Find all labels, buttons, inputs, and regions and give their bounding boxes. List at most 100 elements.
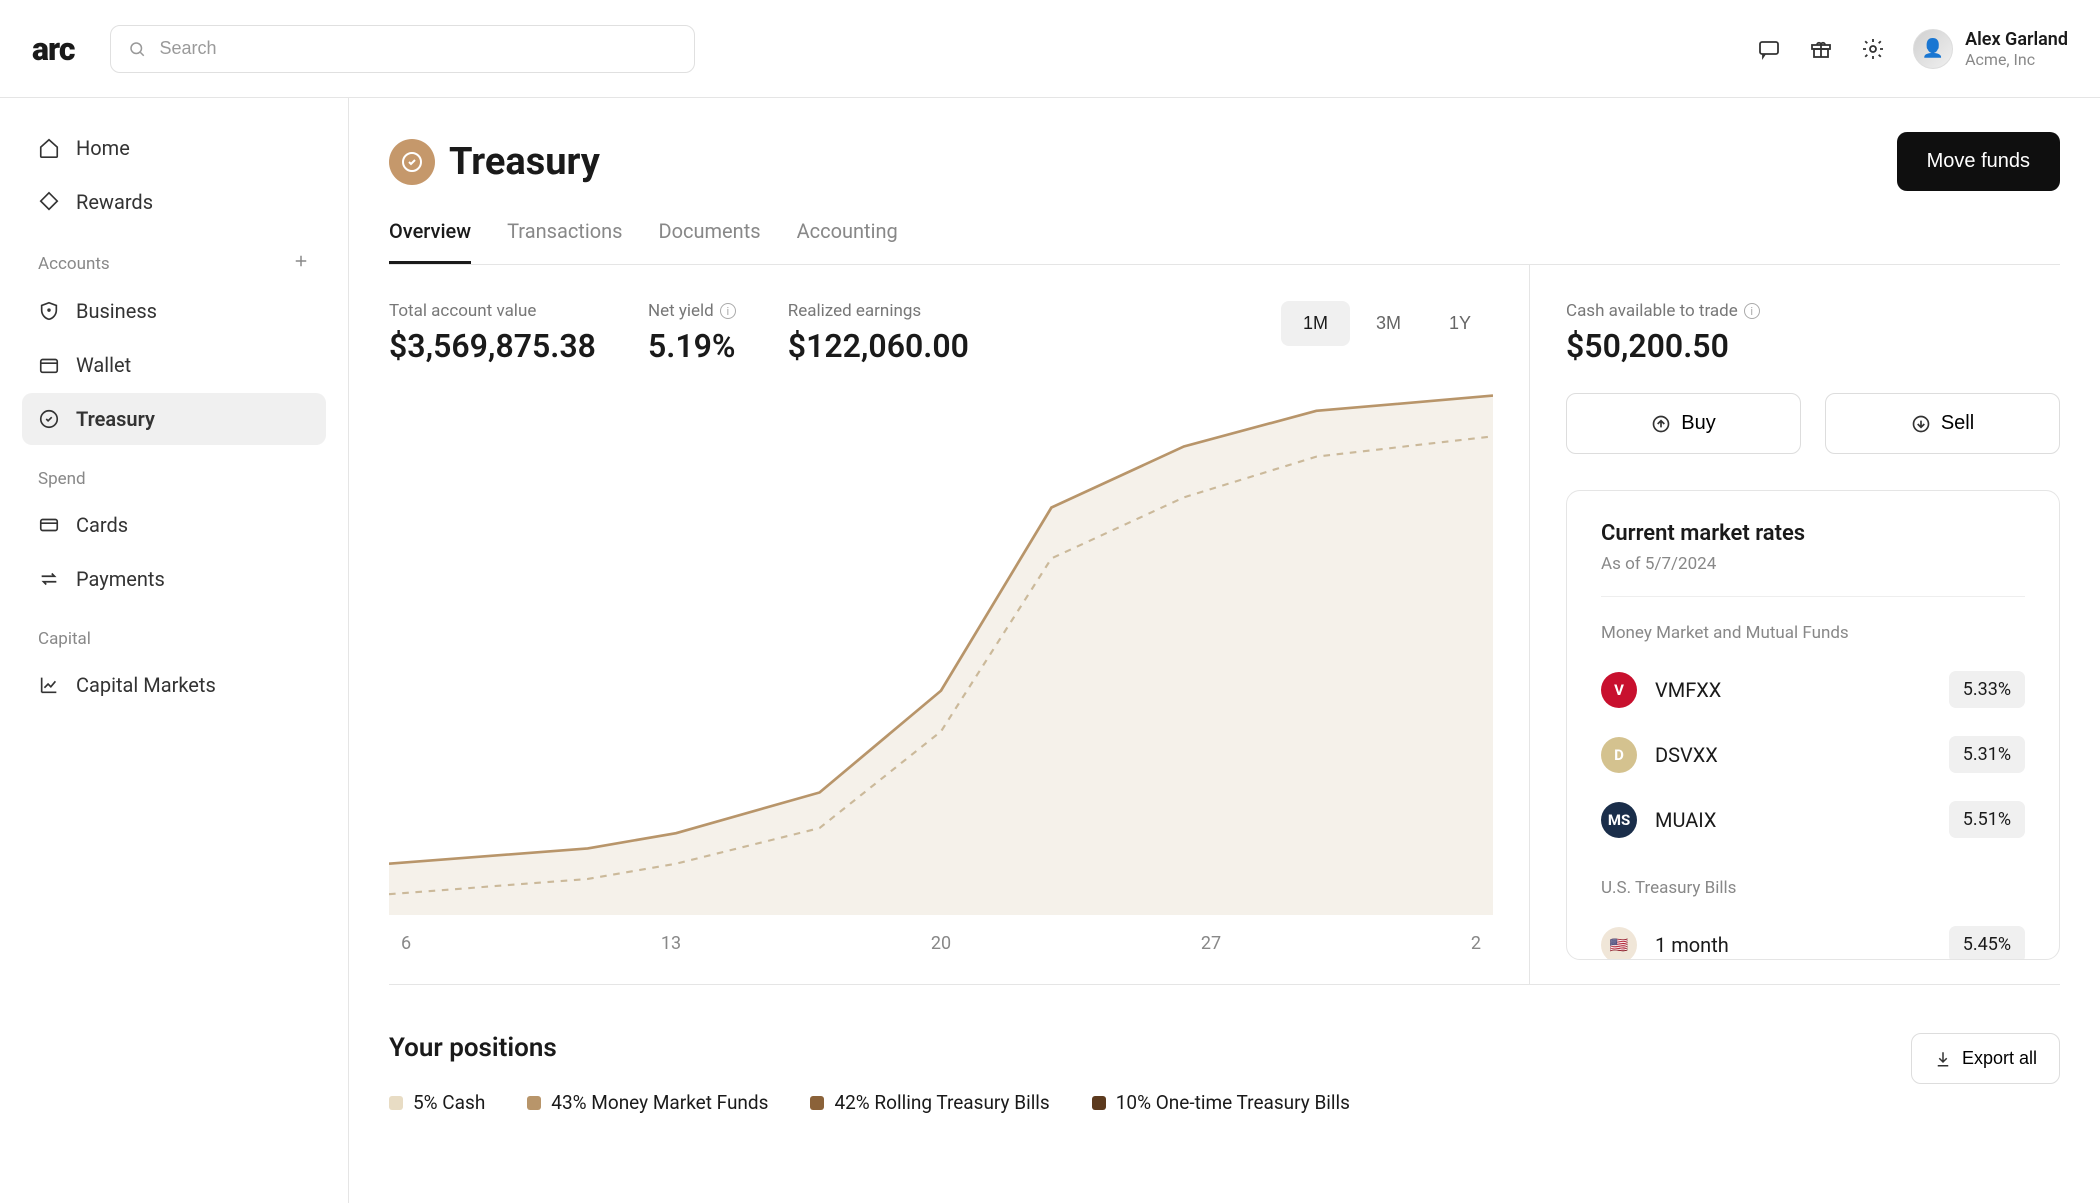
add-account-button[interactable]	[292, 252, 310, 275]
rate-row[interactable]: 🇺🇸1 month5.45%	[1601, 912, 2025, 960]
total-account-label: Total account value	[389, 301, 596, 321]
fund-symbol: VMFXX	[1655, 678, 1721, 702]
legend-swatch	[1092, 1096, 1106, 1110]
app-logo[interactable]: arc	[32, 30, 74, 68]
legend-swatch	[527, 1096, 541, 1110]
market-rates-card: Current market rates As of 5/7/2024 Mone…	[1566, 490, 2060, 960]
page-title: Treasury	[449, 140, 600, 184]
tab-overview[interactable]: Overview	[389, 219, 471, 264]
rate-row[interactable]: D DSVXX 5.31%	[1601, 722, 2025, 787]
target-icon	[38, 408, 60, 430]
legend-label: 42% Rolling Treasury Bills	[834, 1091, 1049, 1114]
sidebar-item-label: Home	[76, 136, 130, 160]
section-header-spend: Spend	[38, 469, 86, 489]
tabs: Overview Transactions Documents Accounti…	[389, 219, 2060, 265]
total-account-value: $3,569,875.38	[389, 327, 596, 365]
sell-icon	[1911, 414, 1931, 434]
earnings-value: $122,060.00	[788, 327, 969, 365]
fund-rate: 5.31%	[1949, 736, 2025, 773]
user-menu[interactable]: 👤 Alex Garland Acme, Inc	[1913, 29, 2068, 69]
sidebar-item-home[interactable]: Home	[22, 122, 326, 174]
user-name: Alex Garland	[1965, 29, 2068, 50]
sidebar-item-label: Payments	[76, 567, 165, 591]
rate-row[interactable]: MS MUAIX 5.51%	[1601, 787, 2025, 852]
x-label: 6	[401, 933, 411, 954]
tag-icon	[38, 191, 60, 213]
rates-mm-label: Money Market and Mutual Funds	[1601, 623, 2025, 643]
legend-item: 42% Rolling Treasury Bills	[810, 1091, 1049, 1114]
sidebar-item-treasury[interactable]: Treasury	[22, 393, 326, 445]
gift-icon[interactable]	[1809, 37, 1833, 61]
rate-row[interactable]: V VMFXX 5.33%	[1601, 657, 2025, 722]
legend-label: 10% One-time Treasury Bills	[1116, 1091, 1350, 1114]
fund-logo: D	[1601, 737, 1637, 773]
section-header-capital: Capital	[38, 629, 91, 649]
fund-symbol: MUAIX	[1655, 808, 1716, 832]
fund-logo: V	[1601, 672, 1637, 708]
tab-documents[interactable]: Documents	[658, 219, 760, 264]
sidebar-item-business[interactable]: Business	[22, 285, 326, 337]
x-label: 2	[1471, 933, 1481, 954]
user-company: Acme, Inc	[1965, 50, 2068, 69]
avatar: 👤	[1913, 29, 1953, 69]
legend-swatch	[810, 1096, 824, 1110]
earnings-label: Realized earnings	[788, 301, 969, 321]
range-3m[interactable]: 3M	[1354, 301, 1423, 346]
shield-icon	[38, 300, 60, 322]
positions-title: Your positions	[389, 1033, 1350, 1063]
cash-value: $50,200.50	[1566, 327, 2060, 365]
fund-rate: 5.45%	[1949, 926, 2025, 960]
sidebar-item-payments[interactable]: Payments	[22, 553, 326, 605]
sidebar-item-rewards[interactable]: Rewards	[22, 176, 326, 228]
sidebar-item-capital-markets[interactable]: Capital Markets	[22, 659, 326, 711]
wallet-icon	[38, 354, 60, 376]
net-yield-label: Net yield	[648, 301, 714, 321]
legend-swatch	[389, 1096, 403, 1110]
range-1m[interactable]: 1M	[1281, 301, 1350, 346]
sidebar-item-wallet[interactable]: Wallet	[22, 339, 326, 391]
legend-item: 43% Money Market Funds	[527, 1091, 768, 1114]
info-icon[interactable]: i	[1744, 303, 1760, 319]
export-all-button[interactable]: Export all	[1911, 1033, 2060, 1084]
home-icon	[38, 137, 60, 159]
buy-icon	[1651, 414, 1671, 434]
x-label: 20	[931, 933, 951, 954]
tab-accounting[interactable]: Accounting	[797, 219, 898, 264]
chat-icon[interactable]	[1757, 37, 1781, 61]
fund-rate: 5.51%	[1949, 801, 2025, 838]
fund-rate: 5.33%	[1949, 671, 2025, 708]
move-funds-button[interactable]: Move funds	[1897, 132, 2060, 191]
rates-date: As of 5/7/2024	[1601, 554, 2025, 597]
sidebar: Home Rewards Accounts Business Wallet Tr…	[0, 98, 349, 1203]
rates-title: Current market rates	[1601, 521, 2025, 546]
x-label: 13	[661, 933, 681, 954]
gear-icon[interactable]	[1861, 37, 1885, 61]
sidebar-item-label: Wallet	[76, 353, 131, 377]
section-header-accounts: Accounts	[38, 254, 110, 274]
treasury-page-icon	[389, 139, 435, 185]
x-label: 27	[1201, 933, 1221, 954]
download-icon	[1934, 1050, 1952, 1068]
sidebar-item-label: Cards	[76, 513, 128, 537]
fund-logo: MS	[1601, 802, 1637, 838]
fund-symbol: DSVXX	[1655, 743, 1718, 767]
card-icon	[38, 514, 60, 536]
buy-button[interactable]: Buy	[1566, 393, 1801, 454]
sidebar-item-label: Rewards	[76, 190, 153, 214]
sell-button[interactable]: Sell	[1825, 393, 2060, 454]
legend-item: 10% One-time Treasury Bills	[1092, 1091, 1350, 1114]
search-input[interactable]	[110, 25, 695, 73]
rates-tbills-label: U.S. Treasury Bills	[1601, 878, 2025, 898]
tab-transactions[interactable]: Transactions	[507, 219, 622, 264]
sidebar-item-label: Business	[76, 299, 157, 323]
value-chart	[389, 385, 1493, 915]
sidebar-item-label: Treasury	[76, 407, 155, 431]
sidebar-item-cards[interactable]: Cards	[22, 499, 326, 551]
chart-up-icon	[38, 674, 60, 696]
net-yield-value: 5.19%	[648, 327, 736, 365]
legend-label: 5% Cash	[413, 1091, 485, 1114]
sidebar-item-label: Capital Markets	[76, 673, 216, 697]
range-1y[interactable]: 1Y	[1427, 301, 1493, 346]
info-icon[interactable]: i	[720, 303, 736, 319]
transfer-icon	[38, 568, 60, 590]
